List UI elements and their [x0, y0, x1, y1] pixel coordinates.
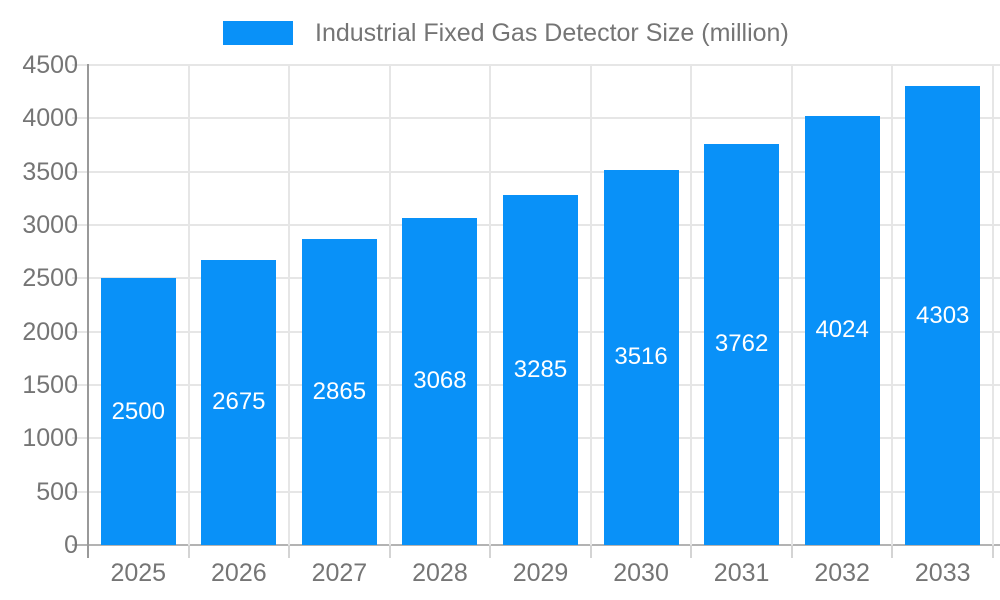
- y-axis-line: [87, 64, 89, 558]
- x-gridline: [790, 65, 793, 545]
- bars-layer: 2500 2675 2865 3068 3285 3516 3762 4024 4303: [88, 65, 993, 545]
- bar: 2865: [301, 239, 377, 545]
- y-tick-label: 1000: [22, 424, 78, 453]
- x-tick-label: 2031: [713, 559, 770, 587]
- y-tick-label: 0: [64, 531, 78, 559]
- bar-value-label: 2865: [312, 378, 367, 406]
- legend-label: Industrial Fixed Gas Detector Size (mill…: [315, 19, 789, 47]
- x-tick: [489, 545, 492, 558]
- y-gridline: [72, 64, 1000, 66]
- x-tick: [187, 545, 190, 558]
- y-tick-label: 2500: [22, 264, 78, 293]
- x-tick-label: 2026: [211, 559, 267, 587]
- x-tick-label: 2030: [613, 559, 669, 587]
- x-tick: [690, 545, 693, 558]
- bar: 2500: [100, 278, 176, 545]
- x-axis-line: [72, 544, 1000, 546]
- x-gridline: [388, 65, 391, 545]
- x-gridline: [891, 65, 894, 545]
- x-tick: [992, 545, 994, 558]
- y-tick-label: 4500: [22, 51, 78, 79]
- x-gridline: [690, 65, 693, 545]
- bar-value-label: 3762: [714, 330, 769, 358]
- bar-value-label: 4303: [916, 301, 970, 329]
- y-gridline: [72, 117, 1000, 120]
- x-tick: [790, 545, 793, 558]
- bar-value-label: 3516: [614, 343, 668, 371]
- x-tick-label: 2025: [110, 559, 167, 587]
- x-tick-label: 2033: [914, 559, 971, 587]
- x-tick: [891, 545, 894, 558]
- x-gridline: [992, 65, 994, 545]
- bar-value-label: 4024: [815, 316, 869, 344]
- x-gridline: [288, 65, 291, 545]
- bar-value-label: 2500: [111, 397, 165, 425]
- bar-value-label: 3285: [513, 355, 568, 383]
- bar-value-label: 3068: [413, 367, 467, 395]
- x-tick: [589, 545, 592, 558]
- bar: 3762: [704, 143, 780, 545]
- x-tick: [388, 545, 391, 558]
- y-tick-label: 3000: [22, 211, 78, 239]
- bar: 3516: [603, 169, 679, 545]
- y-gridline: [72, 170, 1000, 173]
- legend-swatch: [223, 21, 293, 45]
- x-tick-label: 2028: [412, 559, 468, 587]
- x-gridline: [187, 65, 190, 545]
- y-tick-label: 4000: [22, 104, 78, 133]
- y-tick-label: 1500: [22, 371, 78, 399]
- x-tick-label: 2027: [311, 559, 368, 587]
- bar: 2675: [201, 259, 277, 545]
- y-tick-label: 2000: [22, 317, 78, 346]
- x-tick: [288, 545, 291, 558]
- bar: 3068: [402, 217, 478, 545]
- y-tick-label: 3500: [22, 157, 78, 186]
- x-gridline: [489, 65, 492, 545]
- bar-value-label: 2675: [212, 388, 266, 416]
- x-tick-label: 2032: [814, 559, 870, 587]
- bar: 4024: [804, 115, 880, 545]
- bar: 3285: [503, 194, 578, 545]
- y-tick-label: 500: [36, 477, 78, 506]
- x-gridline: [589, 65, 592, 545]
- x-tick-label: 2029: [512, 559, 569, 587]
- bar: 4303: [905, 86, 981, 545]
